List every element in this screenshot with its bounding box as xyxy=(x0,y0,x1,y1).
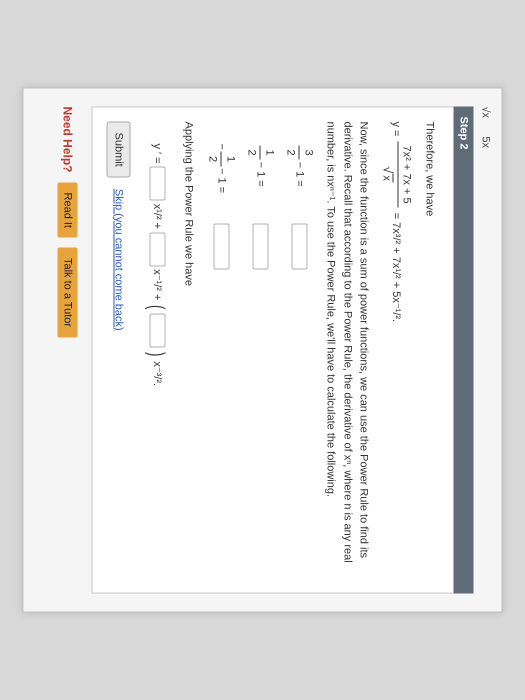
eq2-p3: x⁻³/². xyxy=(152,361,164,386)
submit-button[interactable]: Submit xyxy=(107,122,132,178)
blank-3[interactable] xyxy=(214,224,230,270)
eq1-rhs: = 7x³/² + 7x¹/² + 5x⁻¹/². xyxy=(391,213,403,322)
blank-1[interactable] xyxy=(292,224,308,270)
close-paren-icon: ) xyxy=(141,352,174,356)
top-right-frag: 5x xyxy=(480,136,492,148)
line-applying: Applying the Power Rule we have xyxy=(180,122,197,579)
worksheet: √x 5x Step 2 Therefore, we have y = 7x² … xyxy=(23,88,503,613)
line-therefore: Therefore, we have xyxy=(421,122,438,579)
equation-1: y = 7x² + 7x + 5 √x = 7x³/² + 7x¹/² + 5x… xyxy=(378,122,415,579)
eq1-fraction: 7x² + 7x + 5 √x xyxy=(378,142,415,208)
open-paren-icon: ( xyxy=(141,305,174,309)
eq2-p1: x¹/² + xyxy=(152,204,164,229)
read-it-button[interactable]: Read It xyxy=(58,183,78,238)
top-left-frag: √x xyxy=(480,107,492,119)
paragraph-power-rule: Now, since the function is a sum of powe… xyxy=(323,122,373,579)
step-label: Step 2 xyxy=(458,117,470,150)
blank-coef-1[interactable] xyxy=(150,167,166,201)
equation-2: y ′ = x¹/² + x⁻¹/² + ( ) x⁻³/². xyxy=(141,144,174,579)
eq1-denominator: √x xyxy=(378,142,398,208)
blank-coef-2[interactable] xyxy=(150,232,166,266)
top-fragment: √x 5x xyxy=(480,107,492,594)
need-help-label: Need Help? xyxy=(61,107,75,173)
blank-2[interactable] xyxy=(253,224,269,270)
step-content: Therefore, we have y = 7x² + 7x + 5 √x =… xyxy=(92,107,454,594)
calc-row-2: 12 − 1 = xyxy=(244,144,278,579)
eq1-numerator: 7x² + 7x + 5 xyxy=(398,142,416,208)
eq2-p2: x⁻¹/² + xyxy=(152,269,164,300)
need-help-bar: Need Help? Read It Talk to a Tutor xyxy=(58,107,78,594)
eq1-lhs: y = xyxy=(391,122,403,137)
blank-coef-3[interactable] xyxy=(150,314,166,348)
calc-row-3: − 12 − 1 = xyxy=(205,144,239,579)
talk-tutor-button[interactable]: Talk to a Tutor xyxy=(58,248,78,337)
submit-row: Submit Skip (you cannot come back) xyxy=(107,122,132,579)
calc-row-1: 32 − 1 = xyxy=(283,144,317,579)
step-bar: Step 2 xyxy=(454,107,474,594)
calc-list: 32 − 1 = 12 − 1 = − 12 − 1 = xyxy=(205,144,317,579)
skip-link[interactable]: Skip (you cannot come back) xyxy=(113,189,125,331)
eq2-lhs: y ′ = xyxy=(152,144,164,164)
